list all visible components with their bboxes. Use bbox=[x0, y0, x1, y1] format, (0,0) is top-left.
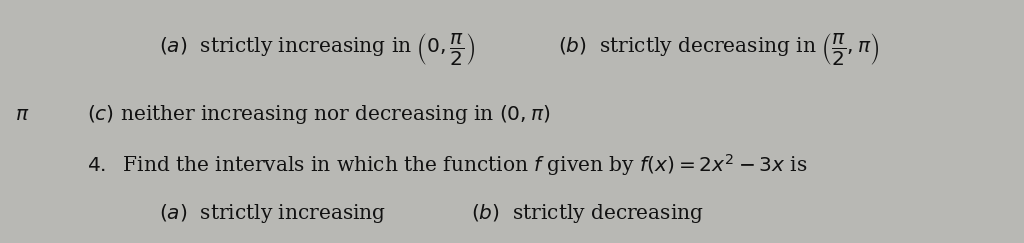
Text: $\pi$: $\pi$ bbox=[15, 105, 30, 124]
Text: $4.$  Find the intervals in which the function $f$ given by $f(x) = 2x^2 - 3x$ i: $4.$ Find the intervals in which the fun… bbox=[87, 152, 808, 178]
Text: $(b)$  strictly decreasing: $(b)$ strictly decreasing bbox=[471, 202, 703, 225]
Text: $(a)$  strictly increasing: $(a)$ strictly increasing bbox=[159, 202, 386, 225]
Text: $(b)$  strictly decreasing in $\left(\dfrac{\pi}{2},\pi\right)$: $(b)$ strictly decreasing in $\left(\dfr… bbox=[558, 31, 880, 67]
Text: $(a)$  strictly increasing in $\left(0,\dfrac{\pi}{2}\right)$: $(a)$ strictly increasing in $\left(0,\d… bbox=[159, 31, 475, 67]
Text: $(c)$ neither increasing nor decreasing in $(0, \pi)$: $(c)$ neither increasing nor decreasing … bbox=[87, 103, 551, 126]
